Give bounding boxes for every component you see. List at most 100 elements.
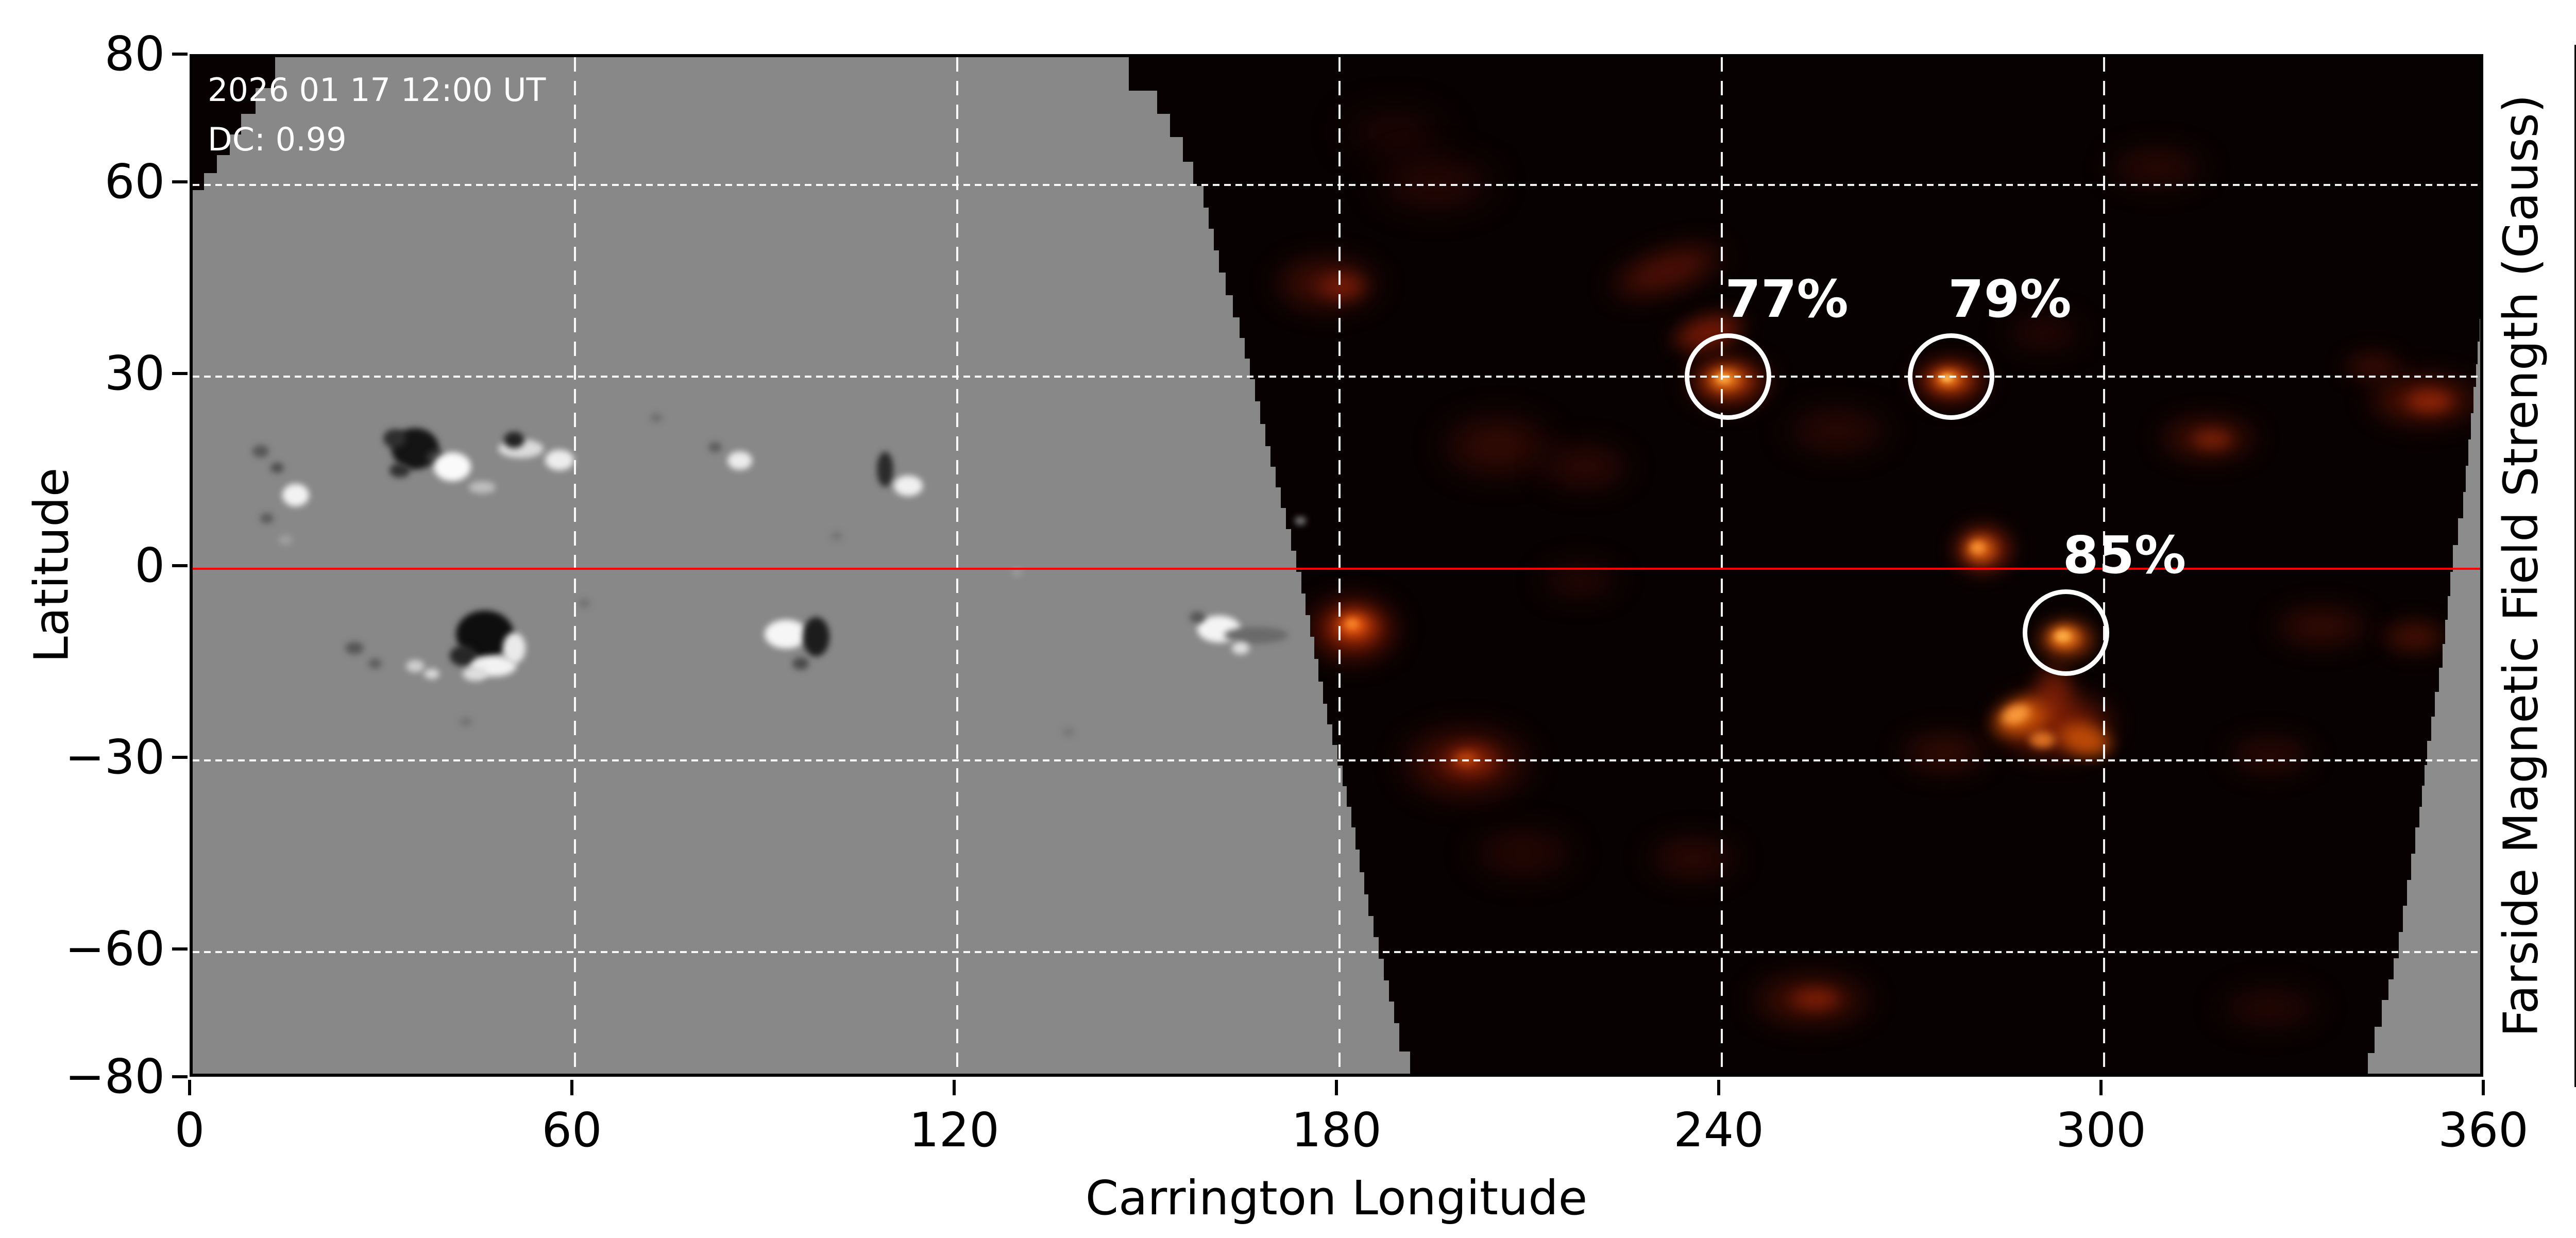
x-tick-mark [2099,1080,2103,1095]
timestamp-label: 2026 01 17 12:00 UT DC: 0.99 [208,65,546,164]
x-tick-label: 60 [541,1103,602,1158]
active-region-speck [727,451,752,470]
x-tick-label: 120 [909,1103,999,1158]
gridline-lat--30 [193,759,2480,761]
farside-blob [1984,306,2103,360]
farside-blob [1348,150,1523,217]
farside-blob [1520,553,1639,607]
detection-circle [2022,589,2109,676]
farside-blob [2084,138,2229,198]
active-region-speck [708,442,722,452]
y-tick-mark [172,53,188,56]
x-tick-mark [188,1080,191,1095]
active-region-speck [406,660,425,672]
gridline-lon-300 [2103,57,2105,1074]
x-tick-mark [1717,1080,1720,1095]
farside-blob [1877,722,2011,784]
active-region-speck [1295,517,1306,525]
gridline-lon-120 [956,57,958,1074]
active-regions [193,57,2480,1074]
active-region-speck [252,445,269,457]
detection-label: 85% [2062,524,2187,585]
farside-blob [1518,433,1652,500]
y-tick-mark [172,564,188,567]
y-tick-label: −30 [64,729,165,785]
farside-colorbar [2574,45,2576,1087]
active-region-speck [803,617,829,656]
active-region-speck [278,535,293,545]
active-region-speck [650,413,663,422]
active-region-speck [877,452,893,487]
y-tick-mark [172,372,188,376]
gridline-lon-60 [574,57,576,1074]
x-tick-mark [2482,1080,2485,1095]
detection-circle [1908,333,1995,420]
date-line: 2026 01 17 12:00 UT [208,71,546,109]
active-region-speck [383,429,406,448]
active-region-speck [792,657,809,670]
x-axis-label: Carrington Longitude [1085,1171,1588,1226]
x-tick-label: 300 [2056,1103,2146,1158]
x-tick-mark [953,1080,956,1095]
gridline-lat--60 [193,951,2480,953]
y-tick-label: −60 [64,921,165,976]
gridline-lat-30 [193,376,2480,378]
farside-blob [1760,397,1914,464]
active-region-speck [270,463,284,473]
active-region-speck [389,463,410,478]
farside-blob [2206,727,2334,784]
active-region-speck [463,667,487,681]
x-tick-label: 240 [1673,1103,1764,1158]
active-region-speck [424,669,439,679]
farside-blob [1446,816,1600,890]
farside-blob [1777,980,1854,1017]
x-tick-mark [1335,1080,1338,1095]
farside-blob [1448,748,1485,770]
active-region-speck [345,642,364,654]
farside-blob [2327,343,2419,389]
gridline-lat-60 [193,184,2480,186]
active-region-speck [1232,642,1249,654]
farside-blob [2180,423,2244,456]
y-tick-mark [172,755,188,759]
equator-line [193,567,2480,570]
farside-blob [1626,826,1760,890]
x-tick-label: 180 [1291,1103,1382,1158]
active-region-speck [260,513,274,523]
active-region-speck [894,476,923,496]
y-tick-mark [172,1075,188,1078]
active-region-speck [765,620,808,649]
gridline-lon-240 [1721,57,1723,1074]
active-region-speck [1224,627,1288,643]
active-region-speck [831,532,843,541]
active-region-speck [434,452,471,481]
y-tick-label: 80 [104,26,165,81]
detection-label: 79% [1948,269,2072,330]
y-tick-label: 0 [134,537,165,593]
active-region-speck [368,658,382,669]
x-tick-label: 0 [174,1103,205,1158]
detection-annotations: 77% 79% 85% [193,57,2480,1074]
active-region-speck [504,432,524,448]
farside-blob [2393,383,2467,420]
farside-blob [1306,267,1378,306]
y-tick-mark [172,180,188,184]
farside-colorbar-title: Farside Magnetic Field Strength (Gauss) [2493,94,2549,1037]
x-tick-label: 360 [2438,1103,2529,1158]
gridline-lon-180 [1338,57,1341,1074]
x-tick-mark [570,1080,573,1095]
detection-circle [1685,333,1772,420]
active-region-speck [1011,568,1023,576]
detection-label: 77% [1725,269,1849,330]
active-region-speck [282,484,309,506]
farside-blob [2193,977,2347,1039]
gridlines [193,57,2480,1074]
active-region-speck [459,717,472,726]
y-tick-label: 60 [104,154,165,210]
y-tick-mark [172,947,188,951]
dc-line: DC: 0.99 [208,121,347,159]
active-region-speck [503,633,526,664]
active-region-speck [578,599,590,608]
